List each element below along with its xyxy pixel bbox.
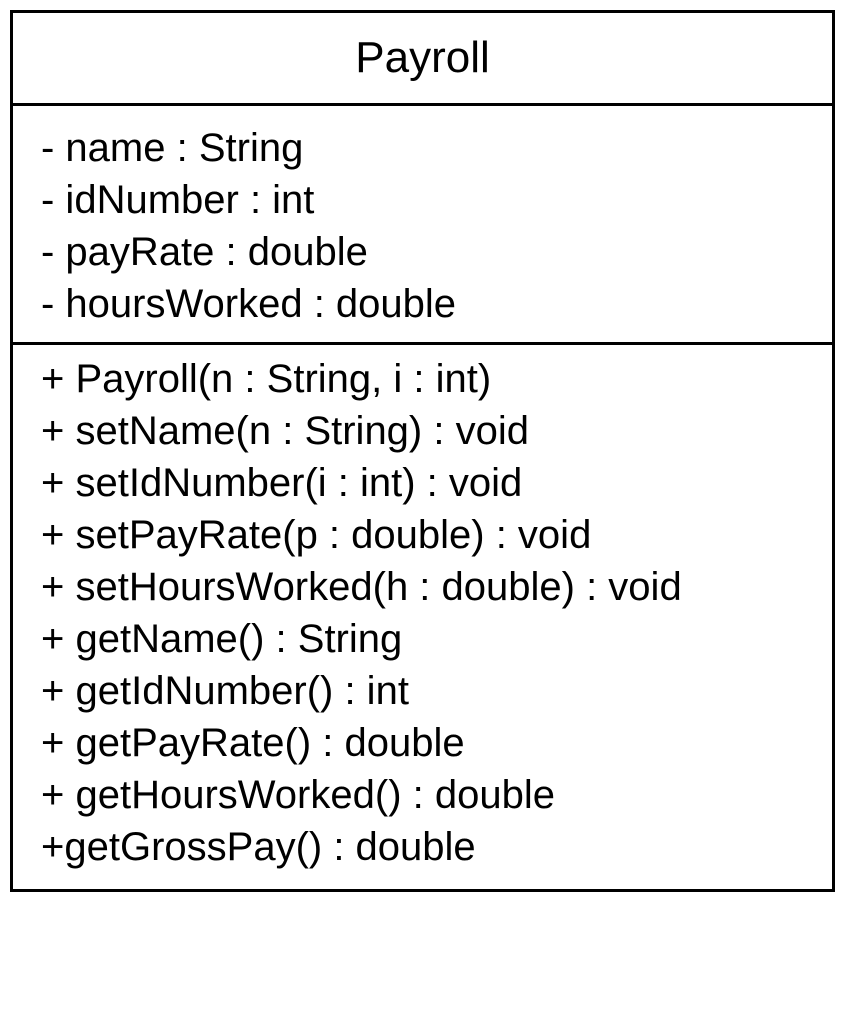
method-row: + Payroll(n : String, i : int) [41,353,804,405]
method-row: + getHoursWorked() : double [41,769,804,821]
method-row: + getIdNumber() : int [41,665,804,717]
method-row: + setName(n : String) : void [41,405,804,457]
method-row: + getName() : String [41,613,804,665]
methods-section: + Payroll(n : String, i : int) + setName… [13,345,832,889]
method-row: + setPayRate(p : double) : void [41,509,804,561]
attribute-row: - name : String [41,122,804,174]
method-row: + setHoursWorked(h : double) : void [41,561,804,613]
attributes-section: - name : String - idNumber : int - payRa… [13,106,832,345]
class-name: Payroll [13,13,832,106]
attribute-row: - hoursWorked : double [41,278,804,330]
attribute-row: - idNumber : int [41,174,804,226]
method-row: +getGrossPay() : double [41,821,804,873]
attribute-row: - payRate : double [41,226,804,278]
method-row: + setIdNumber(i : int) : void [41,457,804,509]
method-row: + getPayRate() : double [41,717,804,769]
uml-class-diagram: Payroll - name : String - idNumber : int… [10,10,835,892]
